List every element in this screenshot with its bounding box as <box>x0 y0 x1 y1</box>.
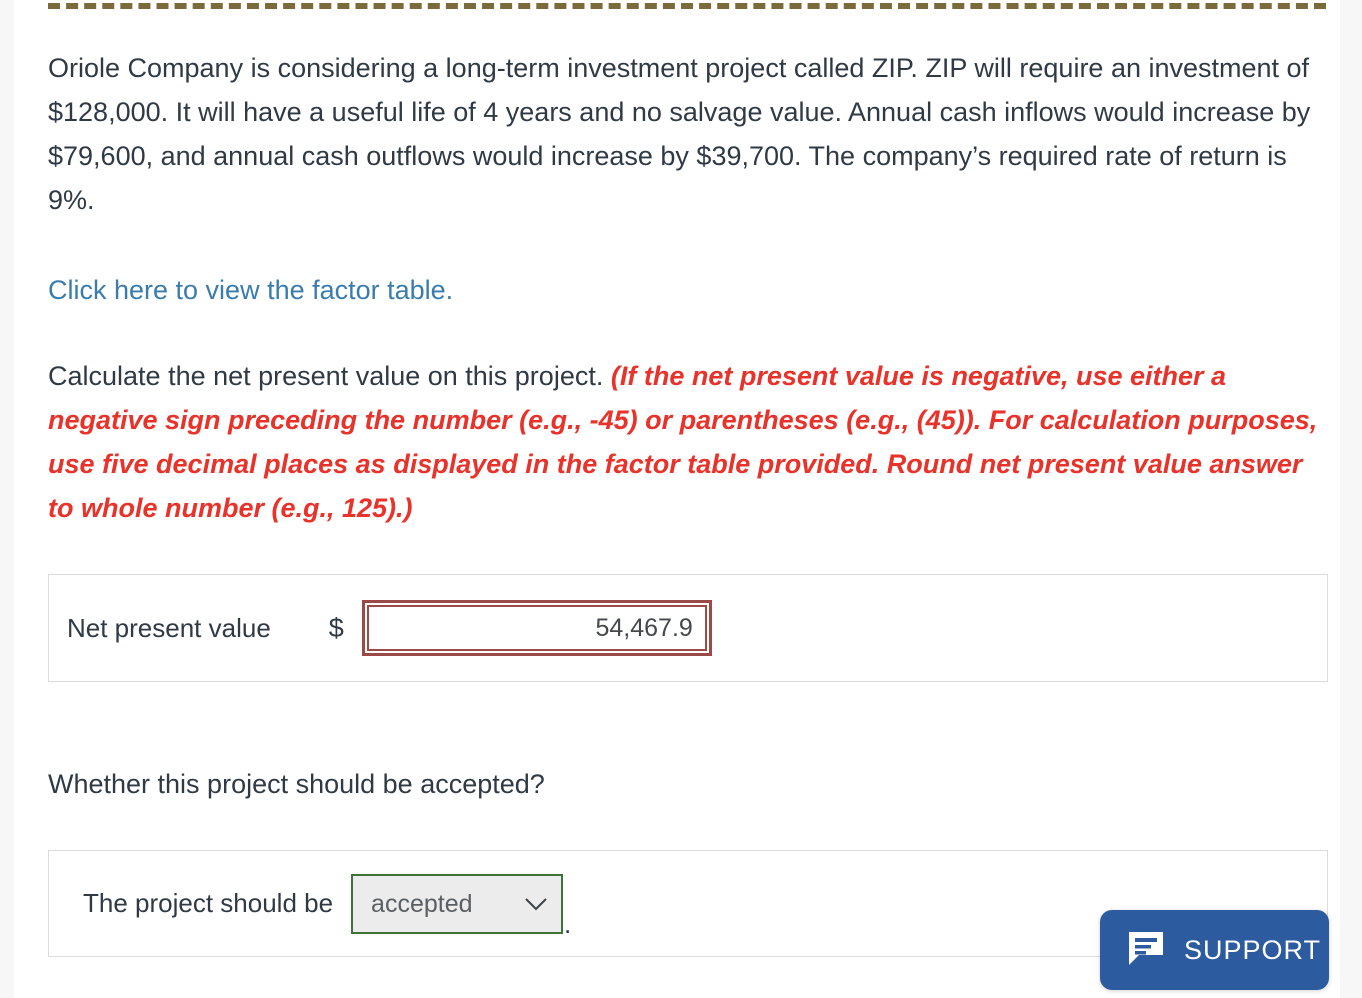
support-label: SUPPORT <box>1184 934 1322 965</box>
npv-input-frame <box>361 600 712 656</box>
npv-row: Net present value $ <box>49 575 1327 681</box>
follow-up-question: Whether this project should be accepted? <box>48 769 545 799</box>
decision-select[interactable]: accepted <box>351 873 564 934</box>
factor-table-link[interactable]: Click here to view the factor table. <box>48 275 454 305</box>
net-present-value-panel: Net present value $ <box>48 574 1328 682</box>
decision-row: The project should be accepted . <box>49 851 1327 956</box>
instruction-red-note: (If the net present value is negative, u… <box>48 361 1318 523</box>
calculation-instruction: Calculate the net present value on this … <box>48 354 1328 530</box>
top-dashed-divider <box>48 3 1326 9</box>
decision-label: The project should be <box>83 888 334 918</box>
instruction-plain-text: Calculate the net present value on this … <box>48 361 604 391</box>
npv-label: Net present value <box>67 612 271 643</box>
support-button[interactable]: SUPPORT <box>1100 910 1329 990</box>
question-content-area: Oriole Company is considering a long-ter… <box>14 0 1340 998</box>
decision-select-wrap: accepted <box>351 873 564 934</box>
decision-trailing-period: . <box>564 909 572 939</box>
currency-symbol: $ <box>328 612 344 643</box>
question-stem: Oriole Company is considering a long-ter… <box>48 53 1311 215</box>
npv-input[interactable] <box>366 605 707 651</box>
chat-bubble-icon <box>1126 929 1166 972</box>
